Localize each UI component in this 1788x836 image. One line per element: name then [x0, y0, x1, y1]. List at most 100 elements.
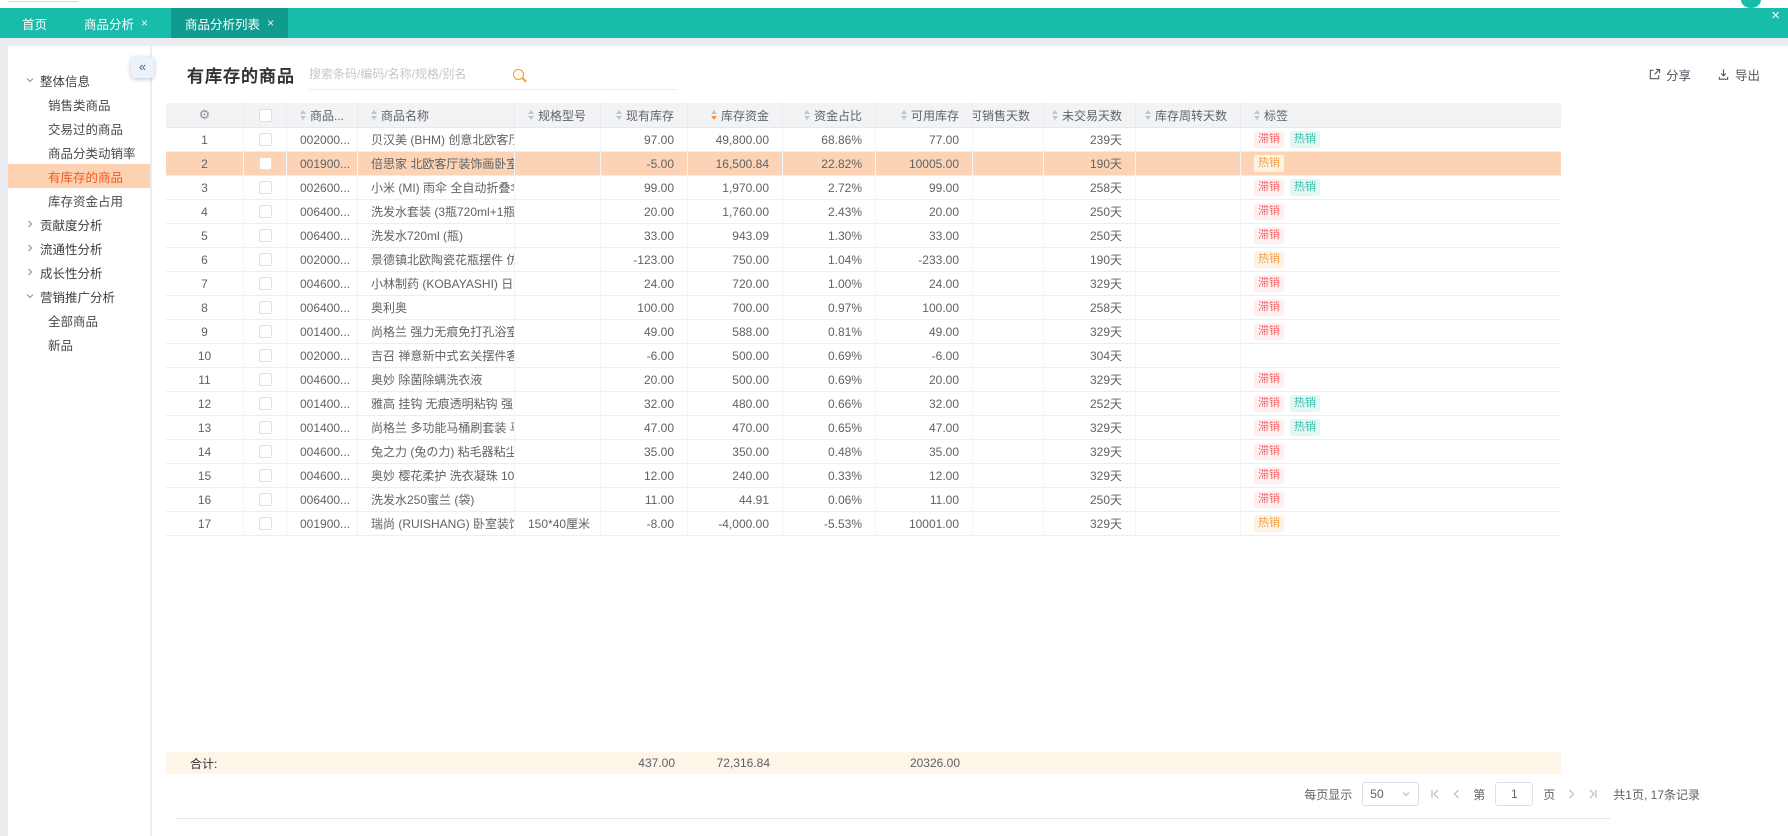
sort-carets[interactable]: [371, 110, 377, 120]
column-header-check[interactable]: [244, 103, 287, 127]
row-checkbox[interactable]: [258, 349, 272, 362]
column-header-name[interactable]: 商品名称: [358, 103, 515, 127]
tag-stagnant: 滞销: [1254, 275, 1284, 292]
table-row[interactable]: 1 002000...贝汉美 (BHM) 创意北欧客厅装饰摆件 97.0049,80…: [166, 128, 1561, 152]
sort-carets[interactable]: [803, 110, 810, 120]
search-icon[interactable]: [513, 68, 524, 80]
column-header-turnover_days[interactable]: 库存周转天数: [1136, 103, 1241, 127]
row-checkbox[interactable]: [258, 325, 272, 338]
sidebar-item-1[interactable]: 整体信息: [8, 68, 150, 92]
row-checkbox[interactable]: [258, 517, 272, 530]
sort-carets[interactable]: [615, 110, 622, 120]
per-page-select[interactable]: 50: [1362, 782, 1420, 806]
sidebar-collapse-button[interactable]: «: [131, 57, 154, 78]
column-header-tags[interactable]: 标签: [1241, 103, 1774, 127]
row-checkbox[interactable]: [258, 253, 272, 266]
sidebar-item-8[interactable]: 流通性分析: [8, 236, 150, 260]
row-checkbox[interactable]: [258, 157, 272, 170]
cell-fund: 44.91: [688, 488, 783, 511]
sidebar-item-6[interactable]: 库存资金占用: [8, 188, 150, 212]
sort-carets[interactable]: [1051, 110, 1058, 120]
export-button[interactable]: 导出: [1717, 65, 1760, 84]
tag-hot-orange: 热销: [1254, 515, 1284, 532]
tab-1[interactable]: 首页: [8, 8, 61, 38]
search-input[interactable]: [309, 67, 505, 81]
column-header-code[interactable]: 商品...: [287, 103, 358, 127]
sort-carets[interactable]: [300, 110, 306, 120]
first-page-button[interactable]: [1429, 788, 1441, 800]
sidebar-item-5[interactable]: 有库存的商品: [8, 164, 150, 188]
sort-carets[interactable]: [710, 110, 717, 120]
row-checkbox[interactable]: [258, 277, 272, 290]
table-row[interactable]: 11 004600... 奥妙 除菌除螨洗衣液 20.00 500.00 0.69% 20.…: [166, 368, 1561, 392]
sidebar-item-4[interactable]: 商品分类动销率: [8, 140, 150, 164]
gear-icon[interactable]: ⚙: [198, 107, 211, 122]
sidebar-item-11[interactable]: 全部商品: [8, 308, 150, 332]
column-header-no_trade_days[interactable]: 未交易天数: [1044, 103, 1136, 127]
top-strip-line: [8, 1, 78, 2]
table-row[interactable]: 16 006400... 洗发水250蜜兰 (袋) 11.00 44.91 0.06% 11…: [166, 488, 1561, 512]
row-checkbox[interactable]: [258, 205, 272, 218]
cell-fund: 500.00: [688, 344, 783, 367]
sort-carets[interactable]: [900, 110, 907, 120]
prev-page-button[interactable]: [1451, 788, 1463, 800]
table-row[interactable]: 14 004600... 兔之力 (兔の力) 粘毛器粘尘 35.00 350.00 0.4…: [166, 440, 1561, 464]
table-row[interactable]: 8 006400... 奥利奥 100.00 700.00 0.97% 100.00 258天…: [166, 296, 1561, 320]
sort-carets[interactable]: [1254, 110, 1260, 120]
sidebar-item-9[interactable]: 成长性分析: [8, 260, 150, 284]
column-header-ratio[interactable]: 资金占比: [783, 103, 876, 127]
last-page-button[interactable]: [1587, 788, 1599, 800]
tab-close-icon[interactable]: ×: [141, 16, 149, 30]
sort-carets[interactable]: [528, 110, 534, 120]
tab-3[interactable]: 商品分析列表 ×: [171, 8, 289, 38]
next-page-button[interactable]: [1565, 788, 1577, 800]
cell-code: 001400...: [287, 416, 358, 439]
page-input[interactable]: [1495, 782, 1534, 806]
sidebar-item-7[interactable]: 贡献度分析: [8, 212, 150, 236]
row-checkbox[interactable]: [258, 181, 272, 194]
column-header-stock[interactable]: 现有库存: [601, 103, 688, 127]
column-header-available[interactable]: 可用库存: [876, 103, 973, 127]
cell-code: 004600...: [287, 272, 358, 295]
share-button[interactable]: 分享: [1648, 65, 1691, 84]
row-checkbox[interactable]: [258, 469, 272, 482]
sidebar-item-3[interactable]: 交易过的商品: [8, 116, 150, 140]
sidebar-item-12[interactable]: 新品: [8, 332, 150, 356]
sort-carets[interactable]: [1144, 110, 1151, 120]
column-label: 商品名称: [381, 108, 430, 123]
table-row[interactable]: 17 001900...瑞尚 (RUISHANG) 卧室装饰画150*40厘米-8…: [166, 512, 1561, 536]
row-checkbox[interactable]: [258, 421, 272, 434]
tab-close-icon[interactable]: ×: [267, 16, 275, 30]
table-row[interactable]: 6 002000...景德镇北欧陶瓷花瓶摆件 仿真花 -123.00750.001.…: [166, 248, 1561, 272]
cell-turnover_days: [1136, 224, 1241, 247]
sidebar-item-10[interactable]: 营销推广分析: [8, 284, 150, 308]
table-row[interactable]: 5 006400... 洗发水720ml (瓶) 33.00 943.09 1.30% 33…: [166, 224, 1561, 248]
column-header-fund[interactable]: 库存资金: [688, 103, 783, 127]
column-header-spec[interactable]: 规格型号: [515, 103, 601, 127]
window-close-icon[interactable]: ×: [1771, 6, 1780, 24]
table-row[interactable]: 10 002000... 吉召 禅意新中式玄关摆件客厅 -6.00 500.00 0.69…: [166, 344, 1561, 368]
tab-2[interactable]: 商品分析 ×: [70, 8, 162, 38]
row-checkbox[interactable]: [258, 493, 272, 506]
select-all-checkbox[interactable]: [258, 108, 272, 122]
tag-stagnant: 滞销: [1254, 371, 1284, 388]
row-checkbox[interactable]: [258, 133, 272, 146]
row-checkbox[interactable]: [258, 445, 272, 458]
table-row[interactable]: 12 001400... 雅高 挂钩 无痕透明粘钩 强力 32.00 480.00 0.6…: [166, 392, 1561, 416]
cell-spec: [515, 200, 601, 223]
table-row[interactable]: 2 001900...倍思家 北欧客厅装饰画卧室床头挂画 -5.0016,500.8…: [166, 152, 1561, 176]
sidebar-item-2[interactable]: 销售类商品: [8, 92, 150, 116]
row-checkbox[interactable]: [258, 301, 272, 314]
row-checkbox[interactable]: [258, 229, 272, 242]
row-checkbox[interactable]: [258, 397, 272, 410]
row-checkbox[interactable]: [258, 373, 272, 386]
table-row[interactable]: 15 004600... 奥妙 樱花柔护 洗衣凝珠 10颗 12.00 240.00 0.…: [166, 464, 1561, 488]
column-header-sell_days[interactable]: 可销售天数: [973, 103, 1044, 127]
table-row[interactable]: 3 002600... 小米 (MI) 雨伞 全自动折叠伞 99.00 1,970.00…: [166, 176, 1561, 200]
sidebar-item-label: 新品: [48, 338, 74, 353]
cell-check: [244, 368, 287, 391]
